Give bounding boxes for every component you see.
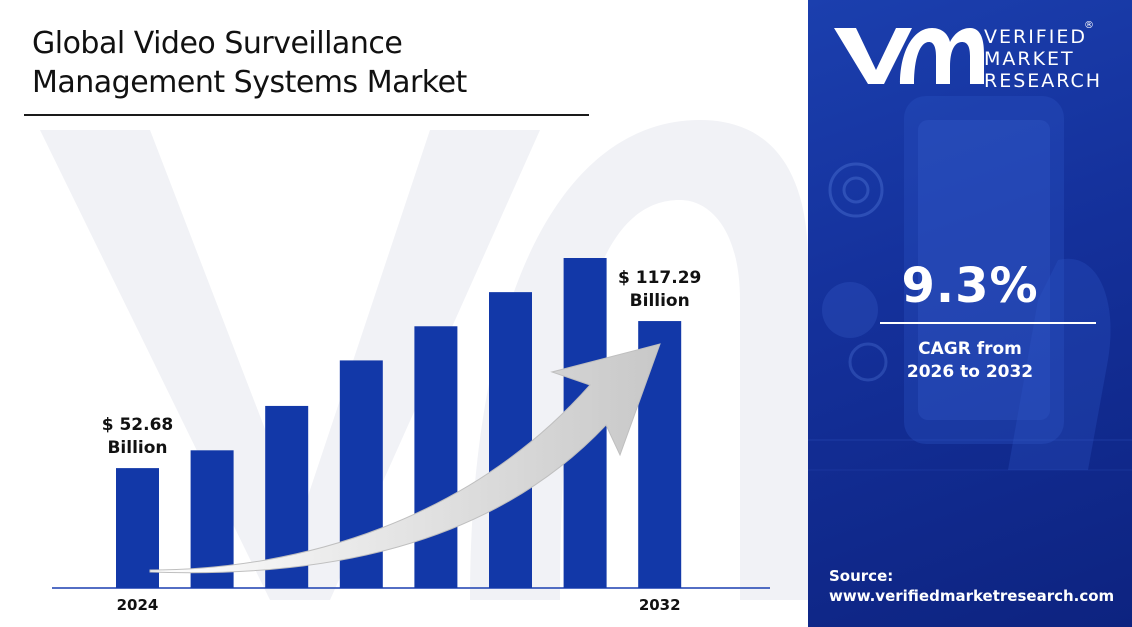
source-label: Source: <box>829 567 894 585</box>
chart-panel: Global Video Surveillance Management Sys… <box>24 24 808 614</box>
chart-title-line-2: Management Systems Market <box>32 65 467 100</box>
background-tech-illustration <box>808 96 1132 471</box>
brand-name: VERIFIED MARKET RESEARCH <box>984 26 1102 92</box>
cagr-label-line-1: CAGR from <box>918 339 1022 359</box>
bar-4 <box>414 326 458 588</box>
vmr-logo-icon <box>834 28 984 84</box>
source-block: Source: www.verifiedmarketresearch.com <box>829 566 1114 606</box>
bar-5 <box>489 292 532 588</box>
brand-line-1: VERIFIED <box>984 26 1087 48</box>
chart-title-line-1: Global Video Surveillance <box>32 26 403 61</box>
data-label-value-0: $ 52.68 <box>102 415 174 435</box>
source-url: www.verifiedmarketresearch.com <box>829 587 1115 605</box>
cagr-label-line-2: 2026 to 2032 <box>906 362 1034 382</box>
x-tick-label-7: 2032 <box>639 596 681 614</box>
bar-1 <box>190 450 234 588</box>
brand-line-2: MARKET <box>984 48 1075 70</box>
data-label-unit-7: Billion <box>630 291 690 311</box>
bar-0 <box>116 468 159 588</box>
cagr-value: 9.3% <box>901 258 1039 314</box>
vmr-watermark-logo <box>40 120 808 600</box>
title-underline <box>24 114 589 116</box>
x-tick-label-0: 2024 <box>117 596 159 614</box>
info-panel: VERIFIED MARKET RESEARCH ® 9.3% CAGR fro… <box>808 0 1132 627</box>
data-label-value-7: $ 117.29 <box>618 268 701 288</box>
data-label-unit-0: Billion <box>107 438 167 458</box>
registered-mark: ® <box>1084 20 1094 31</box>
bar-chart: 2024 2032 $ 52.68 Billion $ 117.29 Billion <box>52 258 770 614</box>
chart-title: Global Video Surveillance Management Sys… <box>32 24 592 102</box>
trend-arrow <box>149 343 661 574</box>
cagr-divider <box>880 322 1096 324</box>
brand-line-3: RESEARCH <box>984 70 1103 92</box>
cagr-label: CAGR from 2026 to 2032 <box>808 338 1132 384</box>
